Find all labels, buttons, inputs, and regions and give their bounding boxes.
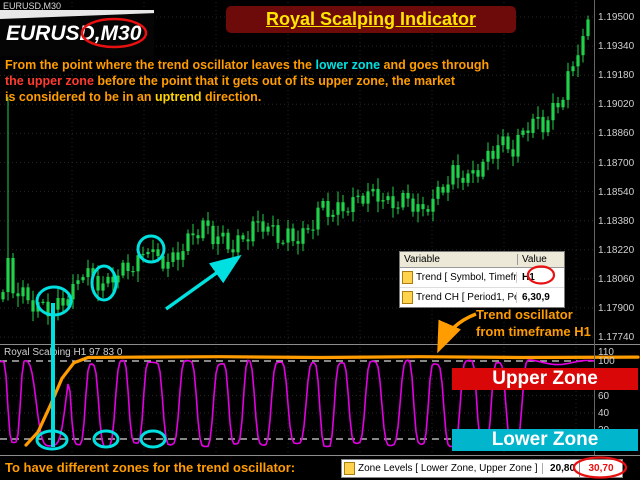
logo-text: EURUSD,M30 (6, 22, 141, 46)
oscillator-axis-label: 100 (598, 356, 615, 367)
logo-wedge-decoration (0, 10, 154, 19)
description-segment: before the point that it gets out of its… (93, 74, 456, 88)
header-variable: Variable (404, 254, 440, 265)
price-axis-label: 1.19020 (598, 99, 635, 111)
description-line-1: From the point where the trend oscillato… (5, 57, 590, 73)
description-line-2: the upper zone before the point that it … (5, 73, 590, 89)
price-axis-label: 1.18060 (598, 273, 635, 285)
table-row[interactable]: Trend CH [ Period1, Period2, BB ] 6,30,9 (400, 288, 564, 307)
row-label-wrap: Trend [ Symbol, Timeframe ] (400, 271, 516, 284)
price-axis-label: 1.18220 (598, 244, 635, 256)
description-segment: lower zone (315, 58, 381, 72)
price-axis-label: 1.19500 (598, 12, 635, 23)
symbol-logo: EURUSD,M30 (0, 10, 154, 56)
upper-zone-label: Upper Zone (452, 368, 638, 390)
oscillator-axis-label: 40 (598, 408, 610, 419)
oscillator-axis-label: 110 (598, 347, 614, 359)
trend-oscillator-callout: Trend oscillator from timeframe H1 (476, 306, 591, 340)
page-title: Royal Scalping Indicator (265, 9, 477, 29)
input-value[interactable]: H1 (516, 272, 564, 283)
oscillator-panel-title: Royal Scalping H1 97 83 0 (4, 347, 123, 358)
logo-timeframe: ,M30 (94, 22, 142, 45)
indicator-inputs-table: Variable Value Trend [ Symbol, Timeframe… (399, 251, 565, 308)
oscillator-axis-label: 60 (598, 390, 610, 402)
input-label: Trend CH [ Period1, Period2, BB ] (416, 292, 516, 303)
table-row[interactable]: Trend [ Symbol, Timeframe ] H1 (400, 268, 564, 288)
description-segment: is considered to be in an (5, 90, 156, 104)
row-label-wrap: Trend CH [ Period1, Period2, BB ] (400, 291, 516, 304)
description-segment: and goes through (380, 58, 490, 72)
price-axis-label: 1.17740 (598, 332, 635, 344)
zone-levels-label: Zone Levels [ Lower Zone, Upper Zone ] (358, 463, 538, 474)
input-label: Trend [ Symbol, Timeframe ] (416, 272, 516, 283)
description-line-3: is considered to be in an uptrend direct… (5, 89, 590, 105)
callout-line-1: Trend oscillator (476, 307, 573, 322)
price-axis-label: 1.18540 (598, 186, 635, 198)
price-axis-label: 1.18700 (598, 157, 635, 169)
header-value: Value (517, 254, 564, 265)
input-value[interactable]: 6,30,9 (516, 292, 564, 303)
description-segment: direction. (201, 90, 262, 104)
price-axis-label: 1.18380 (598, 215, 635, 227)
lower-zone-label: Lower Zone (452, 429, 638, 451)
footer-note: To have different zones for the trend os… (5, 460, 296, 475)
price-axis-label: 1.19180 (598, 70, 635, 82)
chart-symbol-label: EURUSD,M30 (3, 1, 62, 11)
input-doc-icon (402, 271, 413, 284)
input-doc-icon (402, 291, 413, 304)
description-segment: uptrend (155, 90, 202, 104)
description-segment: From the point where the trend oscillato… (5, 58, 316, 72)
price-axis[interactable]: 1.19500 1.19340 1.19180 1.19020 1.18860 1.187… (596, 0, 640, 344)
description-segment: the upper zone (5, 74, 94, 88)
zone-levels-setting[interactable]: Zone Levels [ Lower Zone, Upper Zone ] 2… (341, 459, 584, 478)
price-axis-label: 1.18860 (598, 128, 635, 140)
price-axis-label: 1.17900 (598, 303, 635, 314)
callout-line-2: from timeframe H1 (476, 324, 591, 339)
zone-levels-current-value[interactable]: 20,80 (541, 463, 583, 474)
price-axis-label: 1.19340 (598, 41, 635, 53)
description-text: From the point where the trend oscillato… (5, 57, 590, 105)
input-doc-icon (344, 462, 355, 475)
logo-pair: EURUSD (6, 22, 95, 45)
title-banner: Royal Scalping Indicator (226, 6, 516, 33)
inputs-table-header: Variable Value (400, 252, 564, 268)
zone-levels-alt-value[interactable]: 30,70 (579, 459, 623, 478)
